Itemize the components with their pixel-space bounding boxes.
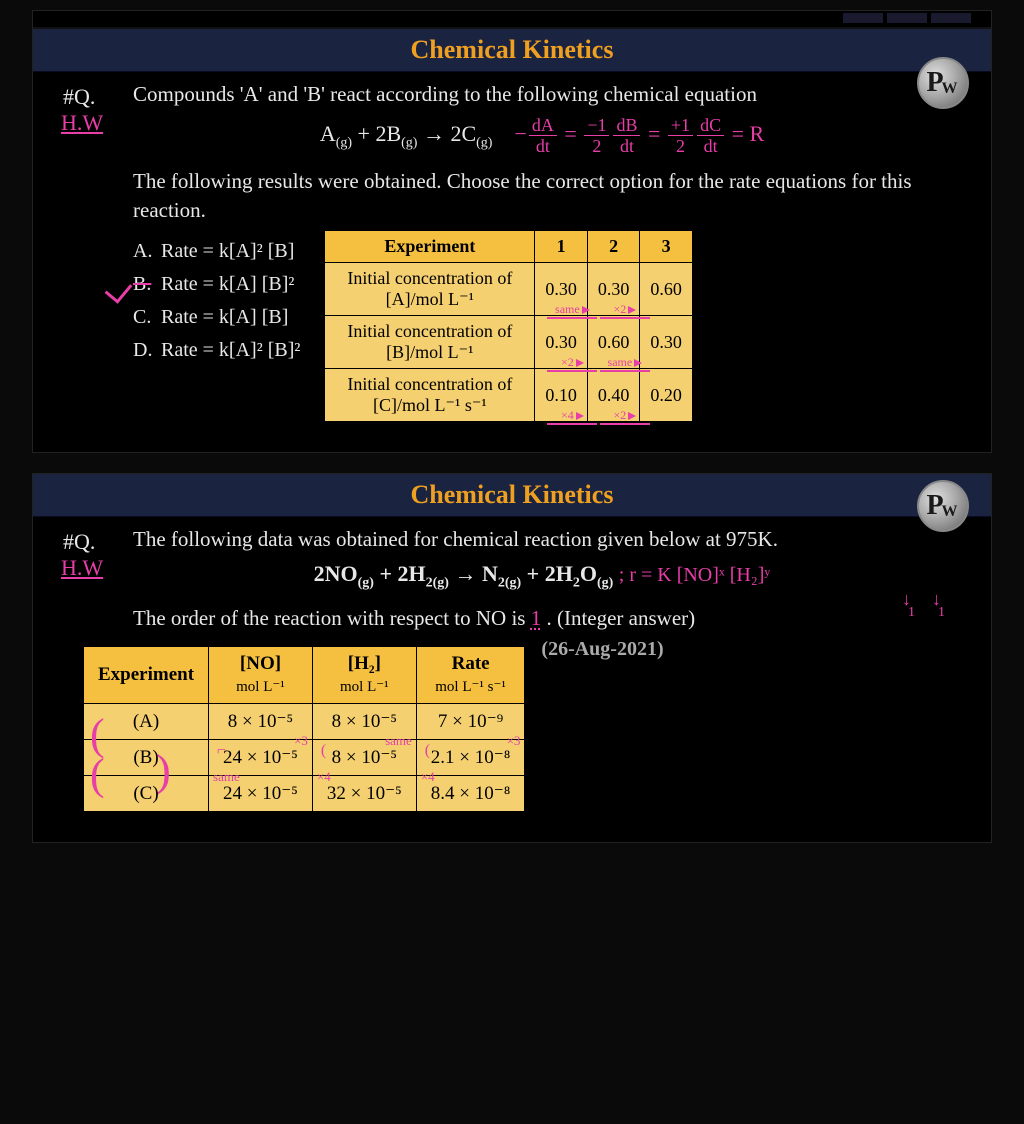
question-line-2: The following results were obtained. Cho… — [133, 167, 951, 224]
logo-sub: W — [942, 503, 958, 521]
table-cell: 8.4 × 10⁻⁸ — [416, 776, 525, 812]
table-cell: 0.30 — [640, 316, 693, 369]
equation-line: 2NO(g) + 2H2(g) → N2(g) + 2H2O(g) ; r = … — [133, 561, 951, 591]
table-header: [H₂]mol L⁻¹ — [312, 647, 416, 704]
question-line-1: Compounds 'A' and 'B' react according to… — [133, 80, 951, 108]
table-cell: 8 × 10⁻⁵×3 — [209, 704, 313, 740]
table-cell: 2.1 × 10⁻⁸×4( — [416, 740, 525, 776]
slide-content: #Q. H.W The following data was obtained … — [33, 525, 991, 812]
table-row: (C))24 × 10⁻⁵32 × 10⁻⁵8.4 × 10⁻⁸ — [84, 776, 525, 812]
question-line-1: The following data was obtained for chem… — [133, 525, 951, 553]
table-cell: 0.20 — [640, 369, 693, 422]
answer-option: A.Rate = k[A]² [B] — [133, 240, 300, 263]
table-cell: 0.30×2 — [587, 263, 640, 316]
table-row: Initial concentration of [C]/mol L⁻¹ s⁻¹… — [325, 369, 693, 422]
equation-handwritten: ; r = K [NO]ˣ [H₂]ʸ — [619, 564, 771, 586]
equation-main: 2NO(g) + 2H2(g) → N2(g) + 2H2O(g) — [314, 561, 614, 586]
homework-label: H.W — [61, 555, 103, 581]
slide-2: Chemical Kinetics PW #Q. H.W The followi… — [32, 473, 992, 843]
homework-label: H.W — [61, 110, 103, 136]
options-and-table: A.Rate = k[A]² [B] B.Rate = k[A] [B]² C.Ra… — [133, 230, 951, 422]
experiment-table: Experiment[NO]mol L⁻¹[H₂]mol L⁻¹Ratemol … — [83, 646, 525, 812]
table-cell: 24 × 10⁻⁵ — [209, 776, 313, 812]
table-cell: 0.30same — [535, 263, 588, 316]
table-cell: 7 × 10⁻⁹×3 — [416, 704, 525, 740]
table-row: Initial concentration of [B]/mol L⁻¹0.30… — [325, 316, 693, 369]
equation-main: A(g) + 2B(g) → 2C(g) — [320, 121, 493, 146]
slide-title: Chemical Kinetics — [411, 480, 614, 509]
table-header: Experiment — [84, 647, 209, 704]
table-cell: 0.30×2 — [535, 316, 588, 369]
table-cell: 0.40×2 — [587, 369, 640, 422]
title-bar: Chemical Kinetics — [33, 474, 991, 517]
table-cell: 0.60 — [640, 263, 693, 316]
table-header: [NO]mol L⁻¹ — [209, 647, 313, 704]
answer-option: C.Rate = k[A] [B] — [133, 306, 300, 329]
table-header: 1 — [535, 231, 588, 263]
equation-handwritten: −dAdt = −12dBdt = +12dCdt = R — [514, 121, 764, 146]
table-row: (B)()24 × 10⁻⁵same⌐8 × 10⁻⁵×4(2.1 × 10⁻⁸… — [84, 740, 525, 776]
table-row: (A)(8 × 10⁻⁵×38 × 10⁻⁵same7 × 10⁻⁹×3 — [84, 704, 525, 740]
table-header: Ratemol L⁻¹ s⁻¹ — [416, 647, 525, 704]
table-cell: 0.60same — [587, 316, 640, 369]
table-cell: 8 × 10⁻⁵×4( — [312, 740, 416, 776]
question-marker: #Q. — [63, 84, 95, 110]
slide-1: Chemical Kinetics PW #Q. H.W Compounds '… — [32, 10, 992, 453]
title-bar: Chemical Kinetics — [33, 29, 991, 72]
experiment-table: Experiment123Initial concentration of [A… — [324, 230, 693, 422]
table-cell: 32 × 10⁻⁵ — [312, 776, 416, 812]
slide-title: Chemical Kinetics — [411, 35, 614, 64]
answer-options: A.Rate = k[A]² [B] B.Rate = k[A] [B]² C.Ra… — [133, 230, 300, 372]
table-header: 2 — [587, 231, 640, 263]
table-header: 3 — [640, 231, 693, 263]
equation-line: A(g) + 2B(g) → 2C(g) −dAdt = −12dBdt = +… — [133, 116, 951, 155]
table-row: Initial concentration of [A]/mol L⁻¹0.30… — [325, 263, 693, 316]
table-cell: 24 × 10⁻⁵same⌐ — [209, 740, 313, 776]
table-header: Experiment — [325, 231, 535, 263]
date-note: (26-Aug-2021) — [541, 638, 663, 661]
table-row: Experiment[NO]mol L⁻¹[H₂]mol L⁻¹Ratemol … — [133, 638, 951, 812]
question-marker: #Q. — [63, 529, 95, 555]
answer-option: B.Rate = k[A] [B]² — [133, 273, 300, 296]
slide-content: #Q. H.W Compounds 'A' and 'B' react acco… — [33, 80, 991, 422]
question-line-2: The order of the reaction with respect t… — [133, 604, 951, 632]
answer-option: D.Rate = k[A]² [B]² — [133, 339, 300, 362]
blank-answer: 1 — [531, 606, 542, 630]
table-cell: 0.10×4 — [535, 369, 588, 422]
table-cell: 8 × 10⁻⁵same — [312, 704, 416, 740]
top-bar — [33, 11, 991, 29]
